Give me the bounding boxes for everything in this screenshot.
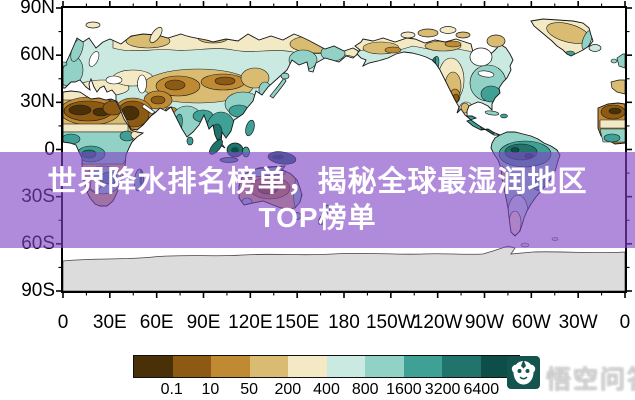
x-axis-tick-label: 30W <box>558 312 598 333</box>
legend-swatch <box>403 356 442 377</box>
y-axis-tick-label: 30N <box>20 91 55 113</box>
x-axis-tick-label: 90W <box>464 312 505 333</box>
title-banner: 世界降水排名榜单，揭秘全球最湿润地区 TOP榜单 <box>0 152 635 248</box>
x-axis-tick-label: 150W <box>365 312 416 333</box>
x-axis-tick-label: 90E <box>186 312 221 333</box>
legend-swatch <box>288 356 327 377</box>
legend-swatch <box>134 356 173 377</box>
x-axis-tick-label: 60W <box>511 312 551 333</box>
x-axis-tick-label: 0 <box>619 312 631 333</box>
y-axis-tick-label: 90S <box>21 280 55 302</box>
wukong-monkey-icon <box>511 359 536 385</box>
legend-tick-label: 6400 <box>463 381 500 398</box>
precipitation-legend: 0.1 10 50 200 400 800 1600 3200 6400 <box>133 355 521 398</box>
y-axis-tick-label: 60N <box>20 44 55 66</box>
legend-tick-label: 3200 <box>424 381 461 398</box>
x-axis: 0 30E 60E 90E 120E 150E 180 150W 120W 90W 60W 30W 0 <box>58 312 631 334</box>
y-axis: 90N60N30N030S60S90S <box>0 0 58 301</box>
legend-swatch <box>442 356 481 377</box>
plot-frame <box>61 6 627 293</box>
legend-swatch <box>365 356 404 377</box>
banner-title-line2: TOP榜单 <box>258 202 377 233</box>
y-axis-tick-label: 90N <box>20 0 55 18</box>
banner-title-line1: 世界降水排名榜单，揭秘全球最湿润地区 <box>47 166 588 198</box>
legend-swatch <box>326 356 365 377</box>
x-axis-tick-label: 150E <box>274 312 320 333</box>
x-axis-tick-label: 120E <box>228 312 273 333</box>
legend-color-bar <box>133 355 520 378</box>
legend-tick-label: 400 <box>313 381 340 398</box>
legend-tick-label: 0.1 <box>160 381 183 398</box>
legend-tick-label: 1600 <box>386 381 422 398</box>
wukong-logo <box>507 356 540 389</box>
x-axis-tick-label: 60E <box>139 312 174 333</box>
legend-swatch <box>211 356 250 377</box>
legend-tick-label: 50 <box>240 381 258 398</box>
x-axis-tick-label: 0 <box>57 312 69 333</box>
x-axis-tick-label: 120W <box>412 312 463 333</box>
legend-tick-label: 10 <box>201 381 220 398</box>
y-axis-tick-label: 0 <box>44 138 55 160</box>
legend-labels: 0.1 10 50 200 400 800 1600 3200 6400 <box>133 378 521 398</box>
watermark-text: 悟空问答 <box>546 366 635 394</box>
x-axis-tick-label: 180 <box>328 312 360 333</box>
legend-tick-label: 800 <box>351 381 379 398</box>
legend-swatch <box>172 356 211 377</box>
legend-tick-label: 200 <box>274 381 302 398</box>
x-axis-tick-label: 30E <box>92 312 127 333</box>
legend-swatch <box>249 356 288 377</box>
